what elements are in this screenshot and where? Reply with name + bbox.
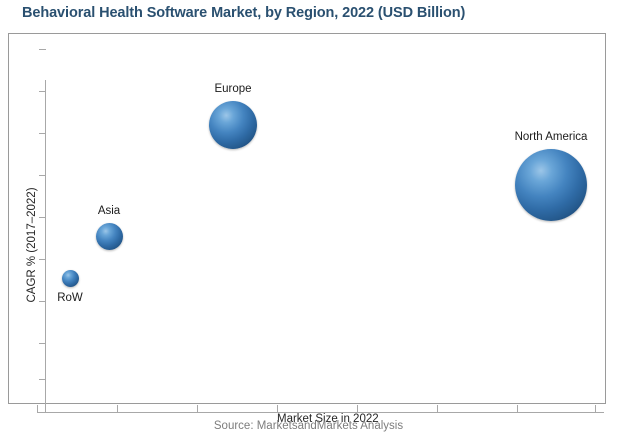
bubble-row[interactable] <box>61 269 79 287</box>
x-axis-tick <box>37 405 38 413</box>
bubble-asia[interactable] <box>95 222 123 250</box>
x-axis-tick <box>197 405 198 413</box>
bubble-europe[interactable] <box>209 101 257 149</box>
x-axis-tick <box>117 405 118 413</box>
bubble-label-asia: Asia <box>97 204 121 217</box>
y-axis-line <box>45 80 46 413</box>
bubble-label-row: RoW <box>57 291 83 304</box>
y-axis-tick <box>39 301 46 302</box>
x-axis-line <box>38 412 604 413</box>
x-axis-tick <box>517 405 518 413</box>
x-axis-tick <box>277 405 278 413</box>
y-axis-title: CAGR % (2017–2022) <box>26 187 38 303</box>
page-title: Behavioral Health Software Market, by Re… <box>22 5 466 21</box>
y-axis-tick <box>39 49 46 50</box>
y-axis-tick <box>39 91 46 92</box>
source-note: Source: MarketsandMarkets Analysis <box>213 420 404 432</box>
bubble-label-europe: Europe <box>214 83 252 95</box>
x-axis-title: Market Size in 2022 <box>277 413 379 425</box>
plot-area: CAGR % (2017–2022) Market Size in 2022 N… <box>8 33 606 425</box>
y-axis-tick <box>39 175 46 176</box>
bubble-north-america[interactable] <box>515 149 587 221</box>
bubble-label-north-america: North America <box>514 131 588 143</box>
y-axis-tick <box>39 379 46 380</box>
x-axis-tick <box>595 405 596 413</box>
x-axis-tick <box>437 405 438 413</box>
x-axis-tick <box>357 405 358 413</box>
y-axis-tick <box>39 259 46 260</box>
y-axis-tick <box>39 343 46 344</box>
y-axis-tick <box>39 217 46 218</box>
y-axis-tick <box>39 133 46 134</box>
